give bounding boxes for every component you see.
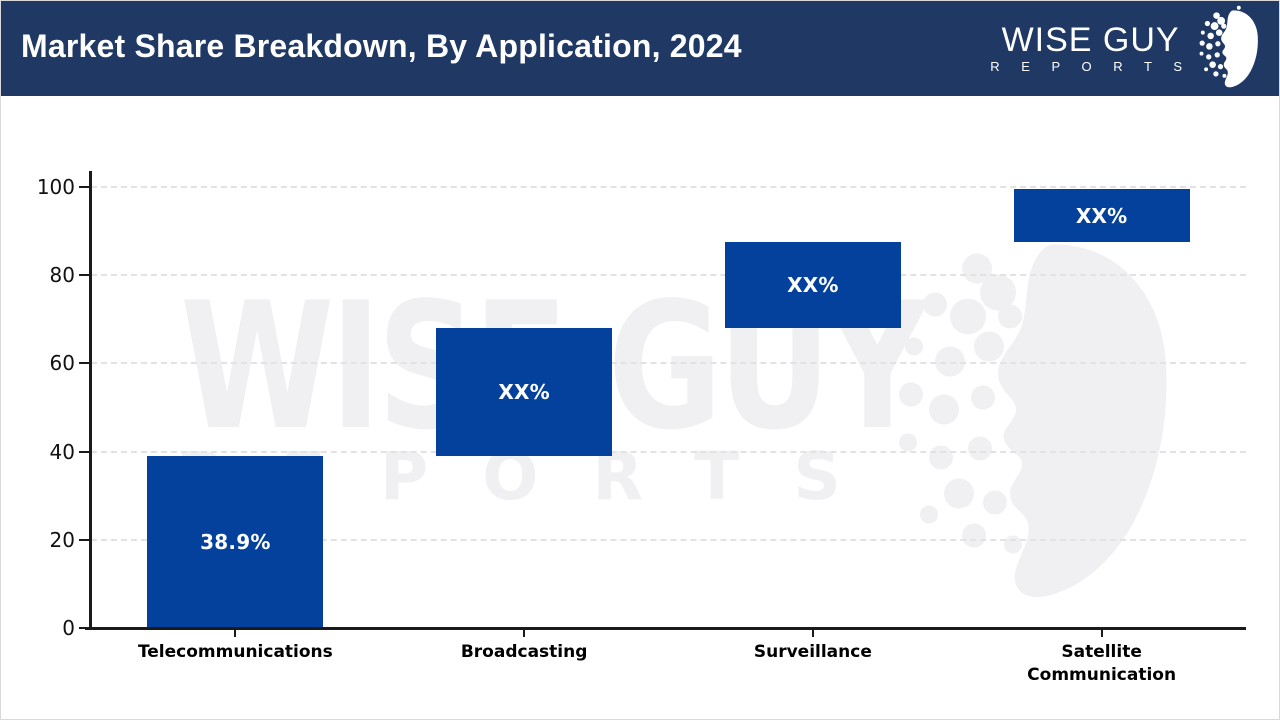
x-axis-line xyxy=(85,627,1246,630)
brand-subtitle: R E P O R T S xyxy=(990,59,1191,74)
gridline xyxy=(91,450,1246,453)
gridline xyxy=(91,362,1246,365)
y-tick-mark xyxy=(79,274,89,277)
x-category-label: Satellite Communication xyxy=(1027,642,1177,685)
bar-value-label: XX% xyxy=(787,273,839,298)
x-category-label: Telecommunications xyxy=(137,642,333,662)
x-tick-mark xyxy=(1100,630,1103,637)
bar-value-label: 38.9% xyxy=(200,530,271,555)
y-tick-mark xyxy=(79,538,89,541)
bar-value-label: XX% xyxy=(1075,203,1128,228)
y-tick-mark xyxy=(79,362,89,365)
chart-area: WISE GUY REPORTS 0 20 40 60 80 100 38.9% Teleco… xyxy=(1,96,1279,719)
y-tick-mark xyxy=(79,450,89,453)
y-tick-label: 40 xyxy=(49,439,75,464)
x-tick-mark xyxy=(234,630,237,637)
gridline xyxy=(91,186,1246,188)
x-tick-mark xyxy=(523,630,526,637)
x-tick-mark xyxy=(811,630,814,637)
gridline xyxy=(91,538,1246,541)
bar-segment: XX% xyxy=(436,328,613,457)
bar-segment: XX% xyxy=(724,242,901,329)
y-tick-label: 0 xyxy=(62,616,75,640)
x-category-label: Broadcasting xyxy=(460,642,588,662)
y-tick-label: 60 xyxy=(49,351,75,376)
brand-name: WISE GUY xyxy=(1001,21,1180,59)
gridline xyxy=(91,274,1246,277)
y-tick-label: 80 xyxy=(49,263,75,288)
bar-segment: 38.9% xyxy=(147,456,324,628)
chart-title: Market Share Breakdown, By Application, … xyxy=(21,28,742,64)
bar-segment: XX% xyxy=(1013,189,1190,243)
y-tick-mark xyxy=(79,627,89,629)
brand-logo: WISE GUY R E P O R T S xyxy=(990,5,1267,93)
header-bar: Market Share Breakdown, By Application, … xyxy=(1,1,1279,96)
y-tick-mark xyxy=(79,186,89,188)
y-axis-line xyxy=(89,171,92,630)
y-tick-label: 100 xyxy=(36,175,75,199)
y-tick-label: 20 xyxy=(49,527,75,552)
plot: 0 20 40 60 80 100 38.9% Telecommunications XX% Br… xyxy=(1,96,1279,719)
bar-value-label: XX% xyxy=(498,380,550,405)
brand-text: WISE GUY R E P O R T S xyxy=(990,23,1191,74)
wise-guy-head-icon xyxy=(1199,5,1258,87)
x-category-label: Surveillance xyxy=(753,642,872,662)
